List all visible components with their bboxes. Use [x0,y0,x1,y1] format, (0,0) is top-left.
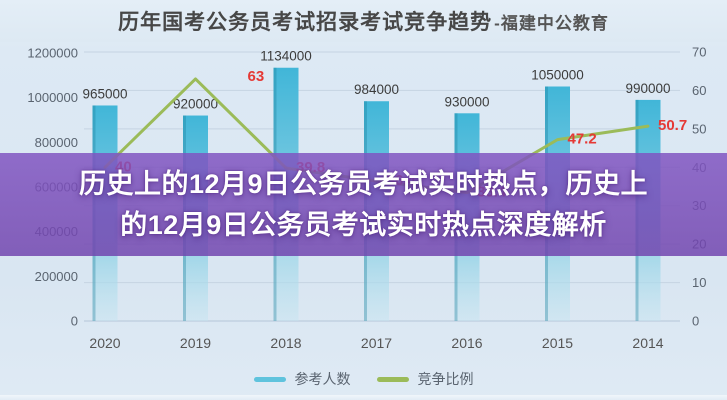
legend-label: 竞争比例 [417,371,474,387]
chart-legend: 参考人数 竞争比例 [0,368,727,390]
ratio-value-label: 50.7 [658,117,687,134]
svg-text:0: 0 [692,314,699,329]
svg-text:50: 50 [692,121,706,136]
legend-label: 参考人数 [294,371,351,387]
bar-series-swatch [253,376,286,382]
headline-line-1: 历史上的12月9日公务员考试实时热点，历史上 [78,168,649,199]
svg-text:800000: 800000 [35,135,78,150]
x-axis-labels: 2020 2019 2018 2017 2016 2015 2014 [89,335,663,351]
bar-value-label: 990000 [625,81,670,96]
headline-line-2: 的12月9日公务员考试实时热点深度解析 [120,209,607,240]
legend-item-ratio: 竞争比例 [376,369,474,389]
svg-text:2015: 2015 [542,335,573,351]
svg-text:2020: 2020 [89,335,120,351]
line-series-swatch [376,376,409,382]
svg-text:0: 0 [71,314,78,329]
bar-value-label: 930000 [444,94,489,109]
svg-text:2018: 2018 [270,335,301,351]
svg-text:10: 10 [692,275,706,290]
legend-item-participants: 参考人数 [253,369,351,389]
svg-text:60: 60 [692,83,706,98]
svg-text:2017: 2017 [361,335,392,351]
chart-title: 历年国考公务员考试招录考试竞争趋势 -福建中公教育 [0,0,727,42]
ratio-value-label: 47.2 [568,131,597,148]
svg-text:1200000: 1200000 [27,46,78,61]
svg-text:1000000: 1000000 [27,90,78,105]
bottom-strip [0,395,727,400]
ratio-value-label: 63 [248,68,265,85]
svg-text:2016: 2016 [451,335,482,351]
headline-overlay-banner: 历史上的12月9日公务员考试实时热点，历史上 的12月9日公务员考试实时热点深度… [0,153,727,256]
svg-text:200000: 200000 [35,269,78,284]
bar-value-label: 920000 [173,97,218,112]
svg-text:70: 70 [692,45,706,60]
svg-text:2019: 2019 [180,335,211,351]
bar-value-label: 1134000 [260,49,312,64]
chart-title-source: -福建中公教育 [494,13,609,33]
svg-text:2014: 2014 [632,335,663,351]
bar-value-label: 984000 [354,82,399,97]
chart-title-main: 历年国考公务员考试招录考试竞争趋势 [118,11,493,34]
bar-value-label: 1050000 [531,68,584,83]
bar-value-label: 965000 [82,86,127,101]
